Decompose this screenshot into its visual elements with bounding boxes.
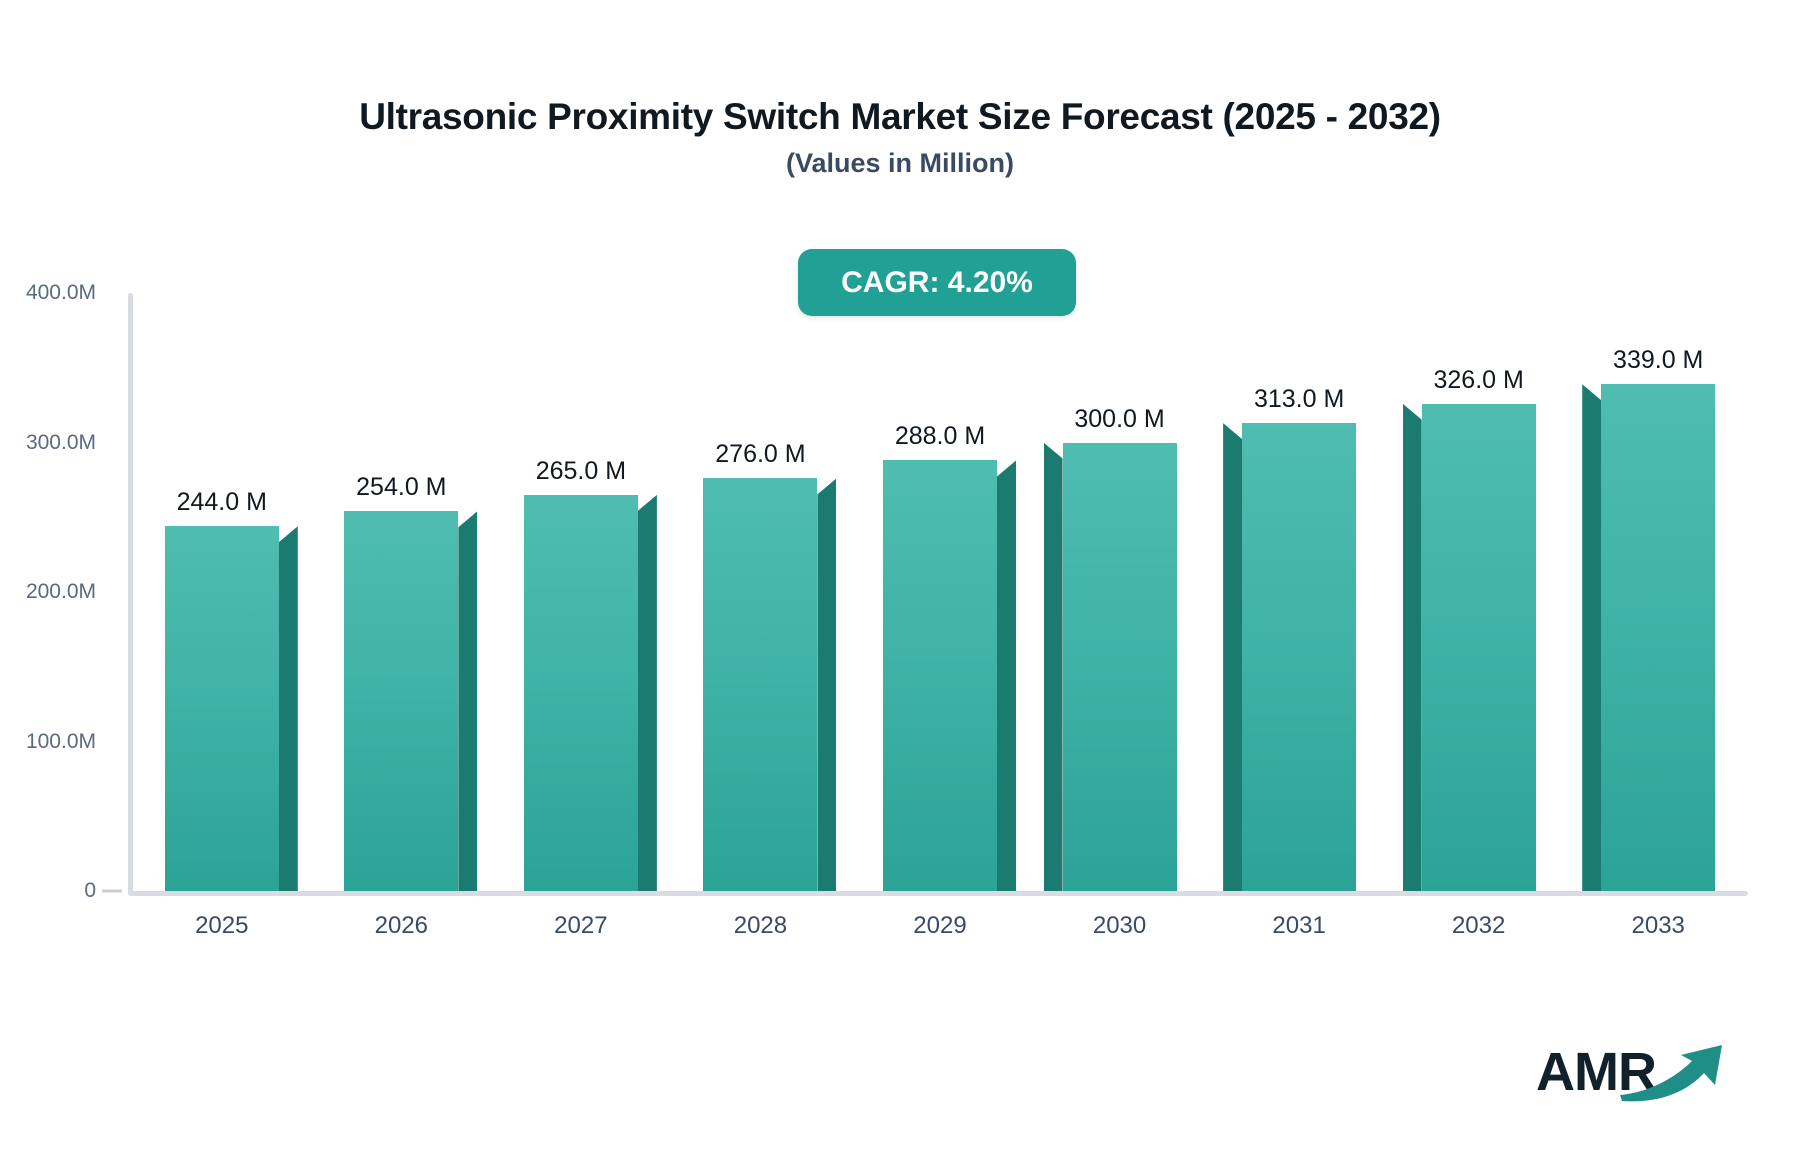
bar-value-label: 313.0 M [1253, 385, 1345, 414]
bar-side-face [637, 494, 657, 891]
bar-front-face [523, 494, 638, 891]
bar[interactable]: 300.0 M [1043, 405, 1177, 891]
bar-value-label: 288.0 M [894, 422, 986, 451]
growth-arrow-icon [1620, 1045, 1722, 1102]
bar-front-face [703, 478, 818, 891]
x-axis-tick-label: 2030 [1092, 912, 1147, 939]
bar-side-face [1043, 442, 1063, 891]
bar[interactable]: 265.0 M [523, 457, 657, 891]
bar-value-label: 254.0 M [356, 473, 447, 502]
bar[interactable]: 288.0 M [883, 422, 1016, 891]
x-axis-tick-label: 2026 [374, 912, 429, 939]
y-axis-tick-label: 100.0M [25, 729, 96, 753]
bar[interactable]: 244.0 M [164, 488, 298, 891]
bar-value-label: 276.0 M [715, 440, 806, 469]
amr-logo: AMR [1536, 1045, 1736, 1115]
bar-side-face [278, 526, 298, 891]
bar[interactable]: 326.0 M [1402, 366, 1536, 891]
bar[interactable]: 339.0 M [1582, 346, 1716, 891]
bar[interactable]: 313.0 M [1223, 385, 1357, 891]
chart-subtitle: (Values in Million) [785, 148, 1015, 178]
bar-value-label: 300.0 M [1074, 404, 1165, 433]
x-axis-tick-label: 2031 [1272, 912, 1326, 939]
bar-side-face [458, 511, 478, 891]
logo-text: AMR [1536, 1042, 1657, 1102]
bar[interactable]: 254.0 M [344, 473, 478, 891]
bar-front-face [1062, 442, 1177, 891]
bar-side-face [1582, 384, 1602, 891]
y-axis-tick-label: 300.0M [25, 430, 96, 454]
bar-front-face [164, 526, 279, 891]
bar-value-label: 244.0 M [176, 488, 267, 517]
x-axis-tick-label: 2028 [733, 912, 788, 939]
x-axis-tick-label: 2032 [1451, 912, 1506, 939]
bar-front-face [1242, 423, 1357, 891]
x-axis-tick-label: 2029 [913, 912, 967, 939]
bar-front-face [883, 460, 997, 891]
y-axis-tick-mark [102, 889, 122, 893]
bar-value-label: 339.0 M [1613, 346, 1704, 375]
bar-side-face [817, 478, 837, 891]
x-axis-tick-label: 2025 [195, 912, 249, 939]
x-axis-tick-label: 2033 [1631, 912, 1685, 939]
y-axis-tick-label: 0 [84, 879, 96, 902]
bar-side-face [1223, 423, 1243, 891]
y-axis-line [128, 293, 133, 894]
y-axis-tick-label: 400.0M [25, 281, 96, 304]
bar-side-face [997, 460, 1016, 891]
bar-front-face [344, 511, 459, 891]
chart-title: Ultrasonic Proximity Switch Market Size … [359, 96, 1441, 137]
bar-side-face [1402, 403, 1422, 891]
bar-value-label: 265.0 M [535, 456, 627, 485]
bar-front-face [1421, 403, 1536, 891]
bar-front-face [1601, 384, 1716, 891]
x-axis-line [128, 891, 1748, 896]
cagr-badge: CAGR: 4.20% [798, 249, 1076, 316]
bar-value-label: 326.0 M [1433, 365, 1524, 394]
y-axis-tick-label: 200.0M [25, 580, 96, 603]
bar[interactable]: 276.0 M [703, 440, 837, 891]
x-axis-tick-label: 2027 [554, 912, 608, 939]
